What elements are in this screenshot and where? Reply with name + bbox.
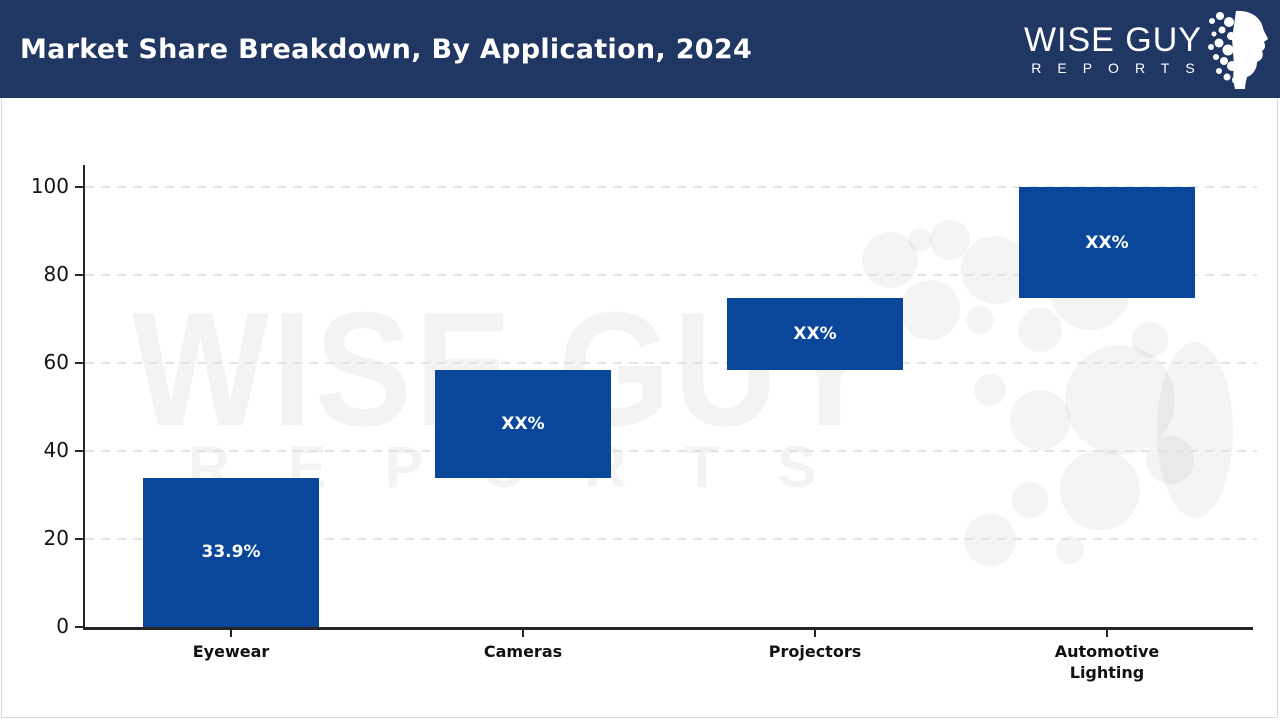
y-tick-label: 40 bbox=[43, 438, 69, 462]
x-tick bbox=[1106, 629, 1108, 637]
x-tick bbox=[522, 629, 524, 637]
y-tick bbox=[75, 274, 83, 276]
dotted-head-profile-icon bbox=[1208, 10, 1268, 89]
bar-value-label: XX% bbox=[501, 414, 545, 435]
x-category-label-cameras: Cameras bbox=[483, 642, 563, 661]
gridline-40 bbox=[85, 450, 1257, 452]
x-category-label-automotive-lighting: Automotive Lighting bbox=[1054, 642, 1160, 683]
y-tick-label: 60 bbox=[43, 350, 69, 374]
chart-title: Market Share Breakdown, By Application, … bbox=[20, 33, 753, 65]
x-category-label-eyewear: Eyewear bbox=[192, 642, 270, 661]
y-tick-label: 20 bbox=[43, 526, 69, 550]
y-tick bbox=[75, 626, 83, 628]
y-tick-label: 0 bbox=[56, 614, 69, 638]
header-bar: Market Share Breakdown, By Application, … bbox=[0, 0, 1280, 98]
y-tick-label: 80 bbox=[43, 262, 69, 286]
y-tick bbox=[75, 186, 83, 188]
y-tick-label: 100 bbox=[30, 174, 69, 198]
y-axis-line bbox=[83, 165, 85, 630]
gridline-100 bbox=[85, 186, 1257, 188]
bar-projectors: XX% bbox=[727, 298, 903, 371]
y-tick bbox=[75, 362, 83, 364]
brand-name-label: WISE GUY bbox=[1023, 20, 1202, 59]
brand-logo: WISE GUY REPORTS bbox=[1024, 0, 1270, 98]
bar-eyewear: 33.9% bbox=[143, 477, 319, 627]
brand-subname-label: REPORTS bbox=[1031, 59, 1211, 76]
brand-logo-text: WISE GUY REPORTS bbox=[1024, 23, 1202, 76]
x-tick bbox=[814, 629, 816, 637]
gridline-80 bbox=[85, 274, 1257, 276]
bar-automotive-lighting: XX% bbox=[1019, 187, 1195, 299]
gridline-60 bbox=[85, 362, 1257, 364]
y-tick bbox=[75, 450, 83, 452]
x-axis-line bbox=[83, 627, 1253, 630]
y-tick bbox=[75, 538, 83, 540]
x-category-label-projectors: Projectors bbox=[768, 642, 862, 661]
bar-value-label: XX% bbox=[793, 324, 837, 345]
gridline-20 bbox=[85, 538, 1257, 540]
bar-value-label: 33.9% bbox=[201, 542, 261, 563]
bar-value-label: XX% bbox=[1085, 232, 1129, 253]
bar-cameras: XX% bbox=[435, 370, 611, 478]
x-tick bbox=[230, 629, 232, 637]
